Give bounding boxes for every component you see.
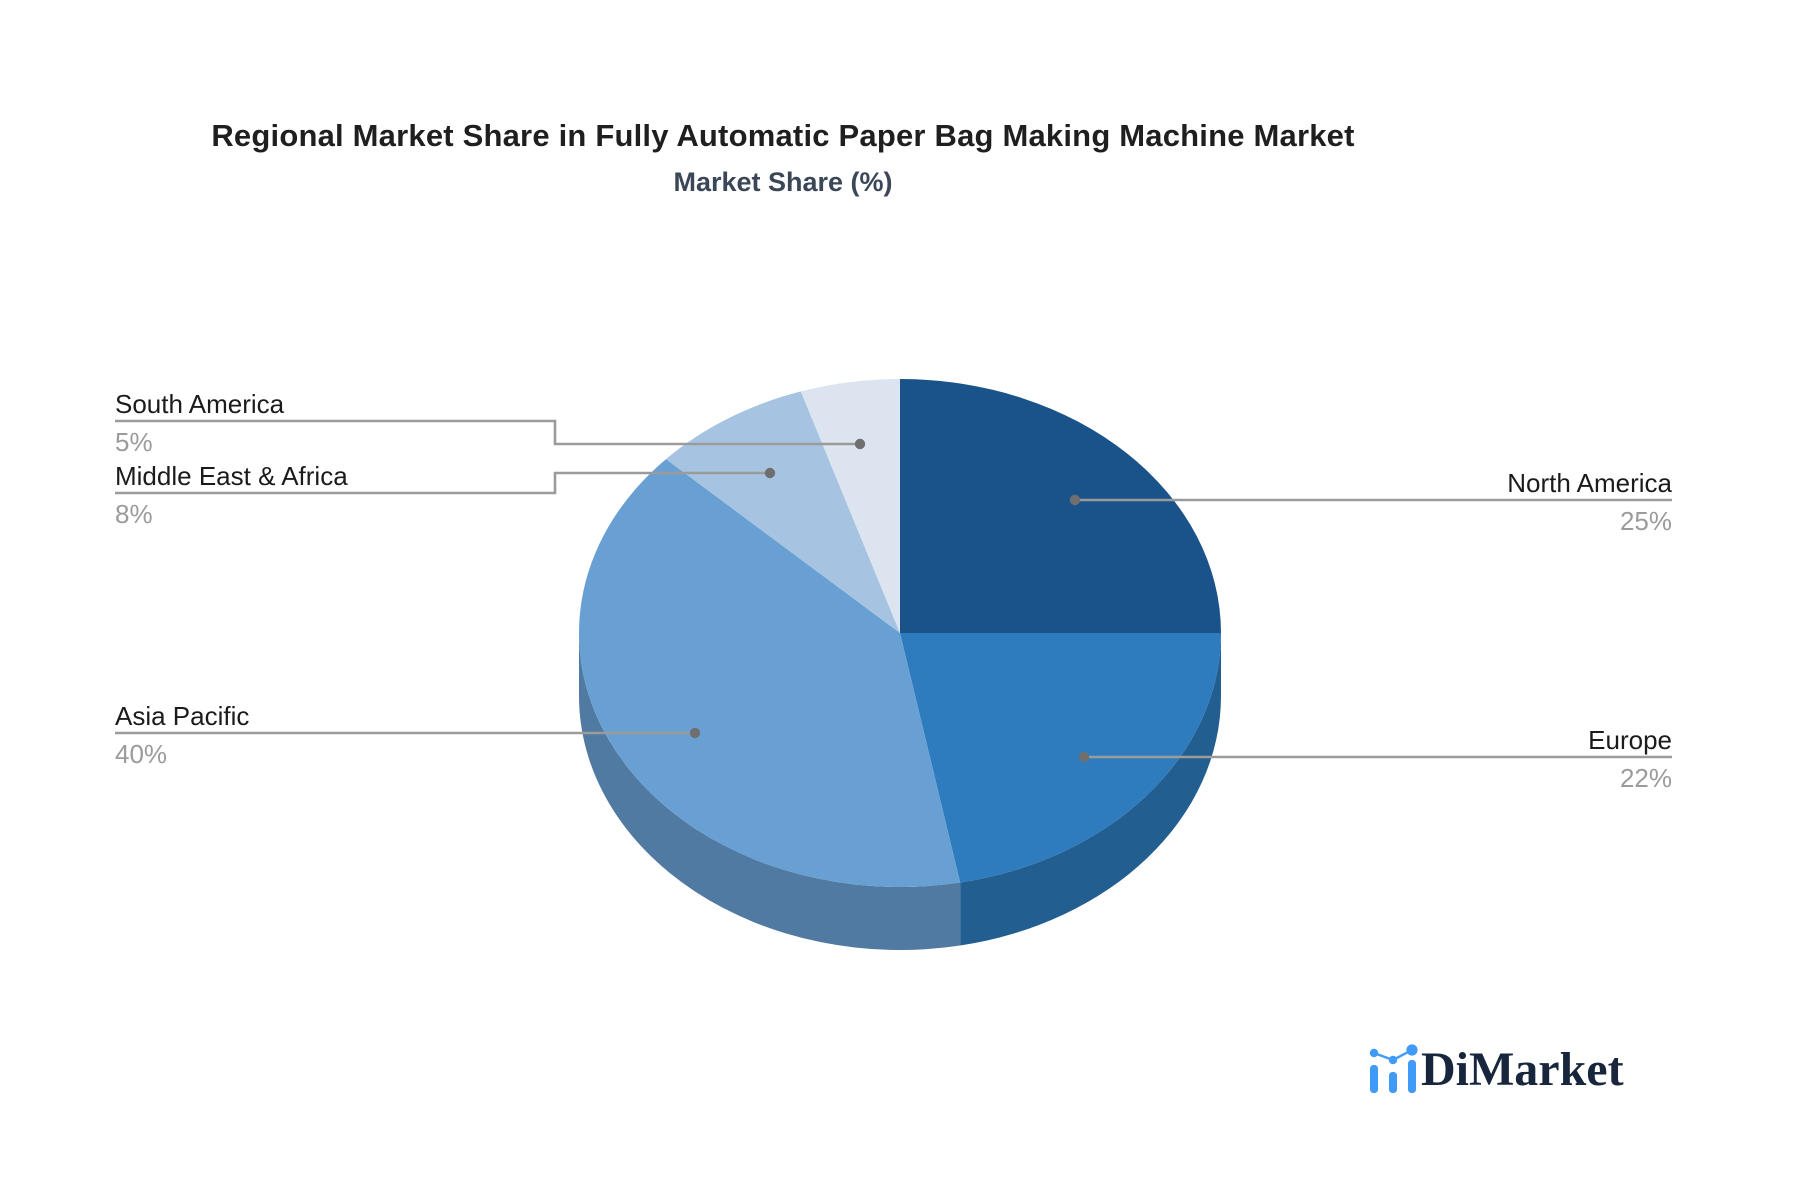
pie-slice-asia-pacific[interactable]	[578, 459, 961, 887]
pie-slice-middle-east-africa[interactable]	[666, 391, 900, 633]
leader-line-middle-east-africa	[115, 471, 770, 495]
logo-bar-3	[1408, 1060, 1416, 1093]
dimarket-logo-text: DiMarket	[1421, 1043, 1624, 1096]
leader-dot-south-america	[854, 438, 866, 450]
pie-slice-south-america[interactable]	[800, 379, 900, 633]
value-europe: 22%	[1619, 763, 1672, 793]
pie-side-europe	[960, 633, 1221, 946]
dimarket-logo-icon	[1369, 1044, 1418, 1093]
leader-dot-north-america	[1069, 494, 1081, 506]
leader-dot-asia-pacific	[689, 727, 701, 739]
logo-dot-3	[1406, 1044, 1418, 1056]
pie-slice-north-america[interactable]	[900, 379, 1221, 633]
pie-slice-europe[interactable]	[900, 633, 1221, 883]
pie-side-asia-pacific	[579, 633, 961, 950]
value-south-america: 5%	[115, 427, 153, 457]
value-north-america: 25%	[1619, 506, 1672, 536]
logo-bar-1	[1370, 1065, 1378, 1093]
leader-dot-europe	[1078, 751, 1090, 763]
value-asia-pacific: 40%	[115, 739, 168, 769]
leader-dot-middle-east-africa	[764, 467, 776, 479]
label-south-america: South America	[115, 389, 285, 419]
label-north-america: North America	[1507, 468, 1672, 498]
leader-line-south-america	[115, 419, 860, 446]
label-europe: Europe	[1588, 725, 1672, 755]
chart-title: Regional Market Share in Fully Automatic…	[211, 118, 1355, 153]
label-asia-pacific: Asia Pacific	[115, 701, 250, 731]
logo-bar-2	[1389, 1072, 1397, 1093]
label-middle-east-africa: Middle East & Africa	[115, 461, 348, 491]
bar-chart-icon	[1369, 1044, 1418, 1093]
logo-dot-1	[1369, 1048, 1379, 1058]
logo-dot-2	[1388, 1055, 1398, 1065]
chart-subtitle: Market Share (%)	[673, 167, 893, 197]
value-middle-east-africa: 8%	[115, 499, 153, 529]
